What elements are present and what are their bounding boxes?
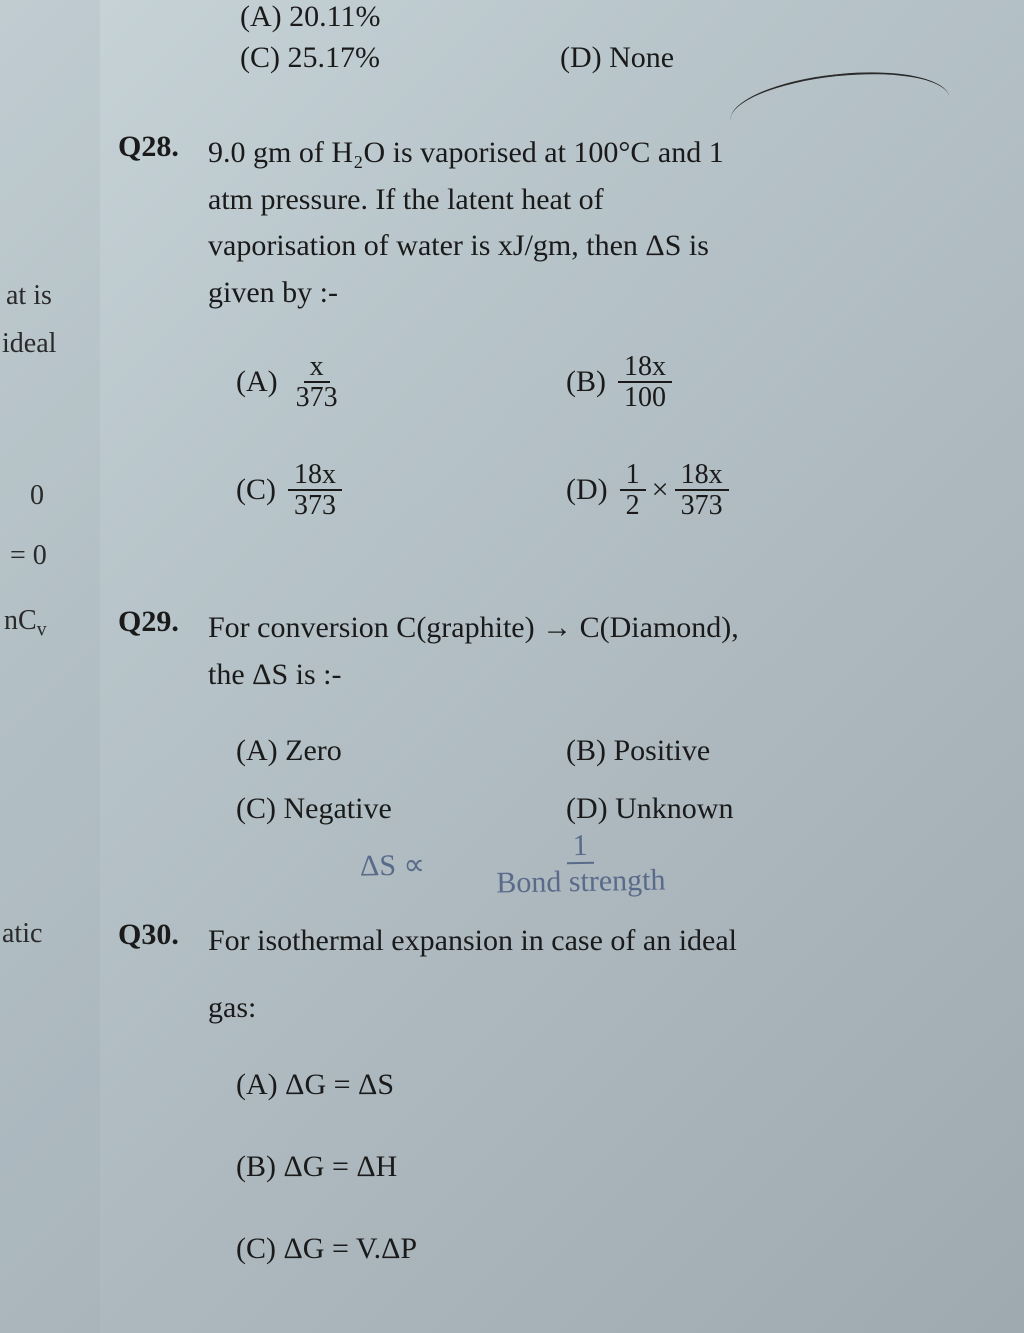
q30-option-b: (B) ΔG = ΔH bbox=[236, 1150, 397, 1184]
q28-d-half-num: 1 bbox=[620, 460, 646, 491]
q29-option-c: (C) Negative bbox=[236, 792, 566, 826]
q28-a-label: (A) bbox=[236, 365, 278, 399]
handwriting-bond: Bond strength bbox=[490, 862, 672, 899]
q29-option-a: (A) Zero bbox=[236, 734, 566, 768]
left-margin-strip bbox=[0, 0, 100, 1333]
q28-c-frac: 18x 373 bbox=[288, 460, 342, 521]
q28-c-den: 373 bbox=[288, 491, 342, 520]
q27-option-a: (A) 20.11% bbox=[240, 0, 381, 34]
q28-line4: given by :- bbox=[208, 270, 948, 317]
margin-text-at-is: at is bbox=[6, 280, 52, 312]
q29-option-b: (B) Positive bbox=[566, 734, 710, 768]
q30-option-a: (A) ΔG = ΔS bbox=[236, 1068, 394, 1102]
q29-num: Q29. bbox=[118, 605, 208, 639]
q28-d-half-den: 2 bbox=[620, 491, 646, 520]
q28-d-times: × bbox=[652, 473, 669, 507]
q27-option-c: (C) 25.17% bbox=[240, 41, 380, 75]
q28-a-frac: x 373 bbox=[290, 352, 344, 413]
margin-text-zero: 0 bbox=[30, 480, 44, 512]
q30-body: For isothermal expansion in case of an i… bbox=[208, 918, 948, 1031]
q28-row: Q28. 9.0 gm of H₂O is vaporised at 100°C… bbox=[118, 130, 948, 316]
margin-text-ncv: nCv bbox=[4, 605, 46, 642]
margin-text-eq0: = 0 bbox=[10, 540, 47, 572]
q28-c-num: 18x bbox=[288, 460, 342, 491]
handwriting-ds-alpha: ΔS ∝ bbox=[360, 847, 426, 883]
q28-b-num: 18x bbox=[618, 352, 672, 383]
q28-line1: 9.0 gm of H₂O is vaporised at 100°C and … bbox=[208, 130, 948, 177]
q30-row: Q30. For isothermal expansion in case of… bbox=[118, 918, 948, 1031]
q29-line1: For conversion C(graphite) → C(Diamond), bbox=[208, 605, 948, 652]
handwriting-frac-num: 1 bbox=[566, 830, 594, 864]
q30-num: Q30. bbox=[118, 918, 208, 952]
q28-option-a: (A) x 373 bbox=[236, 352, 566, 413]
q28-b-label: (B) bbox=[566, 365, 606, 399]
q29-line2: the ΔS is :- bbox=[208, 652, 948, 699]
q30-line1: For isothermal expansion in case of an i… bbox=[208, 918, 948, 965]
q28-options-row2: (C) 18x 373 (D) 1 2 × 18x 373 bbox=[236, 460, 729, 521]
q29-options-row1: (A) Zero (B) Positive bbox=[236, 734, 710, 768]
q28-num: Q28. bbox=[118, 130, 208, 164]
margin-ncv-sub: v bbox=[37, 620, 47, 641]
q28-b-den: 100 bbox=[618, 383, 672, 412]
margin-text-atic: atic bbox=[2, 918, 42, 950]
q28-option-b: (B) 18x 100 bbox=[566, 352, 672, 413]
q28-d-label: (D) bbox=[566, 473, 608, 507]
q27-option-d: (D) None bbox=[560, 41, 674, 75]
q28-d-num: 18x bbox=[675, 460, 729, 491]
margin-ncv-text: nC bbox=[4, 605, 37, 636]
q28-d-frac: 18x 373 bbox=[675, 460, 729, 521]
handwriting-bond-frac: 1 Bond strength bbox=[489, 828, 671, 898]
q29-options-row2: (C) Negative (D) Unknown bbox=[236, 792, 733, 826]
q28-option-d: (D) 1 2 × 18x 373 bbox=[566, 460, 729, 521]
q29-body: For conversion C(graphite) → C(Diamond),… bbox=[208, 605, 948, 698]
q28-d-half: 1 2 bbox=[620, 460, 646, 521]
q28-line3: vaporisation of water is xJ/gm, then ΔS … bbox=[208, 223, 948, 270]
q28-line2: atm pressure. If the latent heat of bbox=[208, 177, 948, 224]
q28-a-den: 373 bbox=[290, 383, 344, 412]
margin-text-ideal: ideal bbox=[2, 328, 56, 360]
page: at is ideal 0 = 0 nCv atic (A) 20.11% (C… bbox=[0, 0, 1024, 1333]
q28-a-num: x bbox=[304, 352, 330, 383]
q28-b-frac: 18x 100 bbox=[618, 352, 672, 413]
q28-body: 9.0 gm of H₂O is vaporised at 100°C and … bbox=[208, 130, 948, 316]
q30-option-c: (C) ΔG = V.ΔP bbox=[236, 1232, 417, 1266]
q29-option-d: (D) Unknown bbox=[566, 792, 733, 826]
q28-option-c: (C) 18x 373 bbox=[236, 460, 566, 521]
q28-c-label: (C) bbox=[236, 473, 276, 507]
q30-line2: gas: bbox=[208, 985, 948, 1032]
q28-options-row1: (A) x 373 (B) 18x 100 bbox=[236, 352, 672, 413]
q28-d-den: 373 bbox=[675, 491, 729, 520]
q29-row: Q29. For conversion C(graphite) → C(Diam… bbox=[118, 605, 948, 698]
